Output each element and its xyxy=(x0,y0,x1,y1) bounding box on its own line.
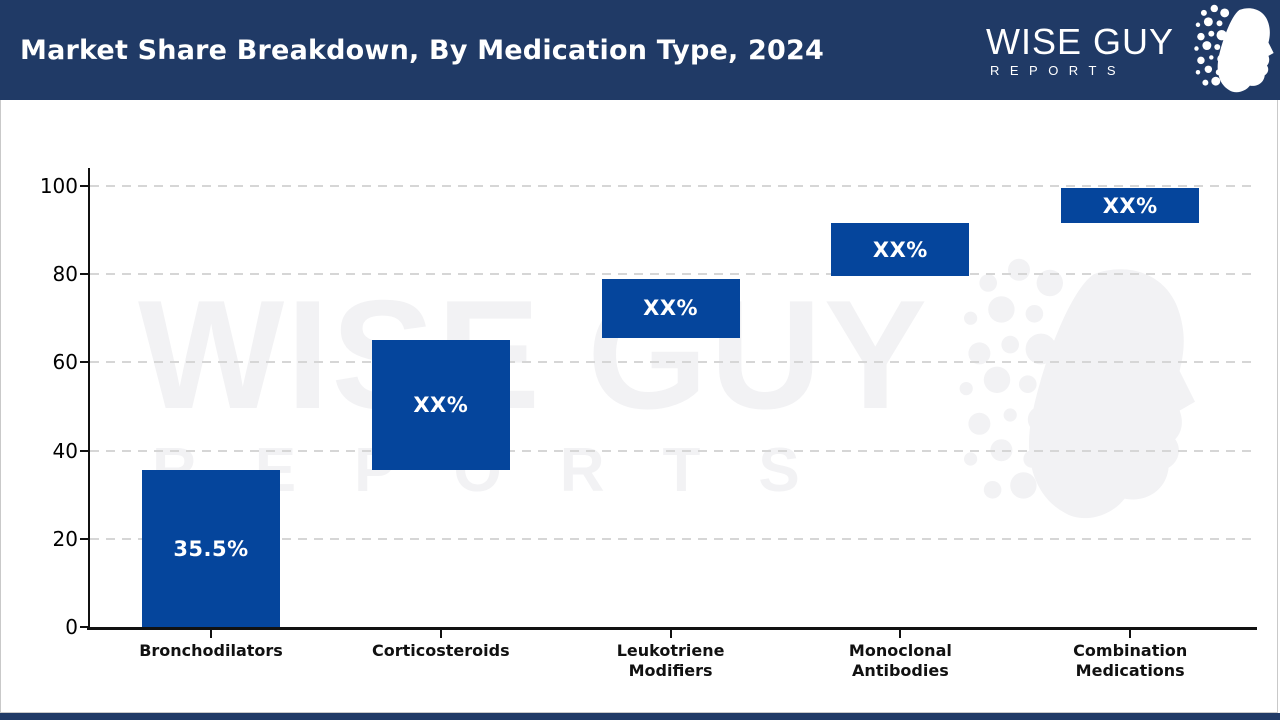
y-tick-mark xyxy=(80,626,88,628)
x-category-label: Leukotriene Modifiers xyxy=(616,641,725,680)
y-tick-mark xyxy=(80,273,88,276)
y-axis-spine xyxy=(88,168,90,629)
logo-tagline: REPORTS xyxy=(989,62,1127,78)
gridline xyxy=(90,537,1256,540)
logo-face-icon xyxy=(1194,4,1274,93)
y-tick-label: 40 xyxy=(52,438,78,463)
page-title: Market Share Breakdown, By Medication Ty… xyxy=(20,34,825,66)
bar-value-label: 35.5% xyxy=(173,536,249,561)
x-category-label: Bronchodilators xyxy=(139,641,283,660)
y-tick-mark xyxy=(80,449,88,452)
y-tick-label: 80 xyxy=(52,262,78,287)
waterfall-bar: 35.5% xyxy=(142,470,280,627)
x-tick-mark xyxy=(899,630,902,638)
y-tick-mark xyxy=(80,361,88,364)
gridline xyxy=(90,273,1256,276)
y-tick-label: 60 xyxy=(52,350,78,375)
gridline xyxy=(90,449,1256,452)
waterfall-bar: XX% xyxy=(371,340,510,471)
y-tick-label: 0 xyxy=(65,615,78,639)
bar-value-label: XX% xyxy=(643,296,699,321)
gridline xyxy=(90,185,1256,187)
x-tick-mark xyxy=(669,630,672,638)
waterfall-bar: XX% xyxy=(601,278,740,339)
footer-bar xyxy=(0,713,1280,720)
x-tick-mark xyxy=(1129,630,1132,638)
bar-value-label: XX% xyxy=(872,237,928,262)
y-tick-label: 20 xyxy=(52,526,78,551)
waterfall-bar: XX% xyxy=(831,223,970,277)
x-category-label: Combination Medications xyxy=(1073,641,1188,680)
brand-logo: WISE GUY REPORTS xyxy=(986,4,1274,96)
y-tick-mark xyxy=(80,537,88,540)
bar-value-label: XX% xyxy=(1102,193,1158,218)
header-bar: Market Share Breakdown, By Medication Ty… xyxy=(0,0,1280,100)
y-tick-label: 100 xyxy=(39,174,78,198)
gridline xyxy=(90,361,1256,364)
x-axis-spine xyxy=(87,627,1257,630)
y-tick-mark xyxy=(80,185,88,187)
waterfall-bar: XX% xyxy=(1061,188,1200,224)
x-category-label: Monoclonal Antibodies xyxy=(848,641,952,680)
x-category-label: Corticosteroids xyxy=(371,641,510,660)
x-tick-mark xyxy=(210,630,212,638)
bar-value-label: XX% xyxy=(413,393,469,418)
x-tick-mark xyxy=(439,630,442,638)
logo-wordmark: WISE GUY xyxy=(985,20,1174,62)
logo-text: WISE GUY REPORTS xyxy=(985,20,1174,78)
